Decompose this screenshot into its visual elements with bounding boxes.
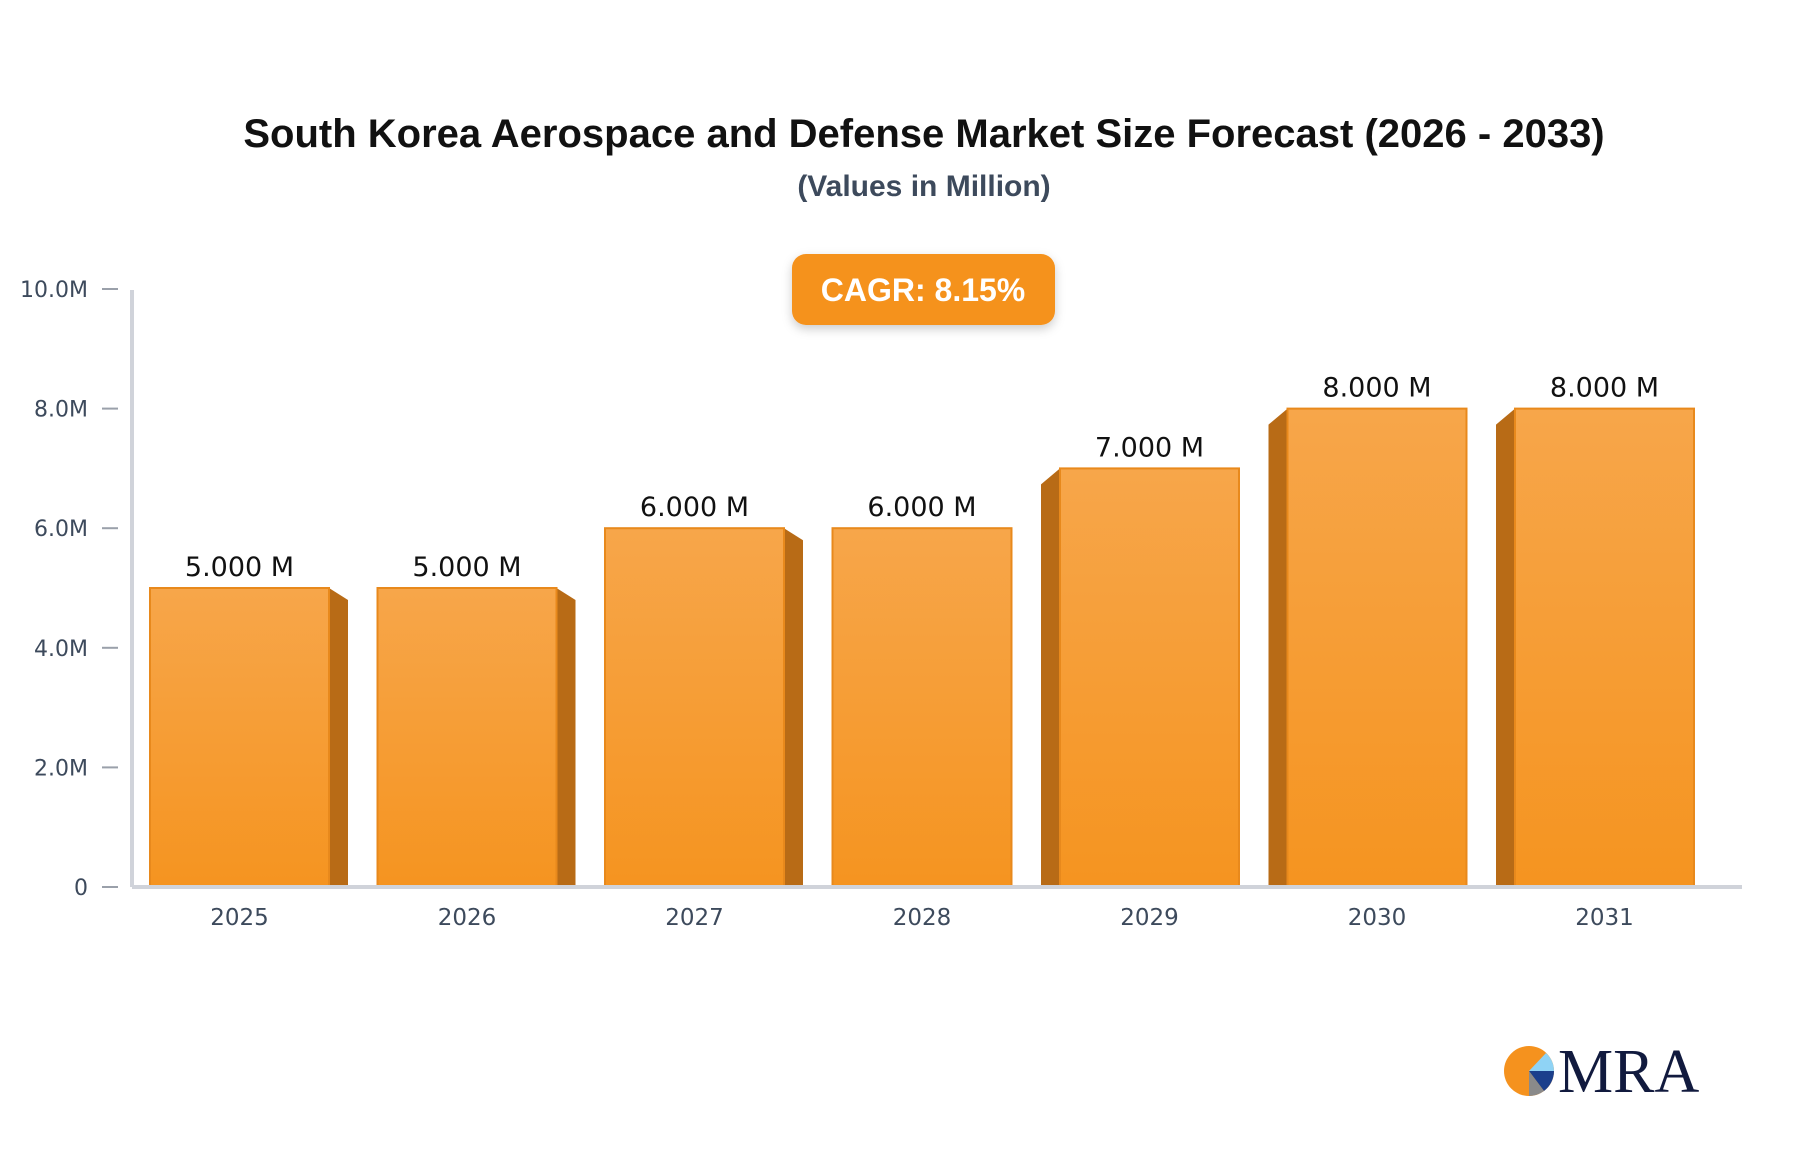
mra-logo: MRA xyxy=(1504,1038,1699,1106)
x-tick-label: 2026 xyxy=(438,905,497,931)
bar-2030 xyxy=(1286,407,1468,888)
bar-2028 xyxy=(831,527,1013,888)
bar-2025 xyxy=(149,587,330,888)
data-label: 5.000 M xyxy=(185,552,294,583)
x-tick-label: 2027 xyxy=(665,905,724,931)
chart-title: South Korea Aerospace and Defense Market… xyxy=(243,112,1604,156)
bar-2031 xyxy=(1514,407,1695,888)
bar-side xyxy=(1268,408,1288,887)
bar-side xyxy=(1041,468,1060,887)
bar-2026 xyxy=(376,587,558,888)
x-tick-label: 2025 xyxy=(210,905,269,931)
bar-2027 xyxy=(604,527,785,888)
chart-subtitle: (Values in Million) xyxy=(797,170,1050,203)
y-tick-label: 6.0M xyxy=(34,517,88,542)
y-tick-label: 10.0M xyxy=(20,278,88,303)
bar-side xyxy=(784,528,803,887)
bars: 5.000 M 2025 5.000 M 2026 6.000 M 2027 6.000 M… xyxy=(149,373,1695,931)
data-label: 7.000 M xyxy=(1095,432,1204,463)
data-label: 6.000 M xyxy=(867,492,976,523)
logo-text: MRA xyxy=(1558,1038,1699,1106)
y-tick-label: 0 xyxy=(74,876,88,901)
y-tick-label: 4.0M xyxy=(34,637,88,662)
x-tick-label: 2028 xyxy=(893,905,952,931)
x-tick-label: 2031 xyxy=(1575,905,1634,931)
data-label: 8.000 M xyxy=(1550,373,1659,404)
data-label: 6.000 M xyxy=(640,492,749,523)
bar-side xyxy=(556,588,576,887)
cagr-badge xyxy=(792,254,1055,325)
data-label: 8.000 M xyxy=(1322,373,1431,404)
y-tick-label: 2.0M xyxy=(34,756,88,781)
y-axis: 0 2.0M 4.0M 6.0M 8.0M 10.0M xyxy=(20,278,118,901)
cagr-label: CAGR: 8.15% xyxy=(821,272,1026,308)
x-tick-label: 2030 xyxy=(1348,905,1407,931)
bar-2029 xyxy=(1059,467,1240,888)
data-label: 5.000 M xyxy=(412,552,521,583)
y-tick-label: 8.0M xyxy=(34,398,88,423)
bar-side xyxy=(1496,408,1515,887)
bar-side xyxy=(329,588,348,887)
x-tick-label: 2029 xyxy=(1120,905,1179,931)
